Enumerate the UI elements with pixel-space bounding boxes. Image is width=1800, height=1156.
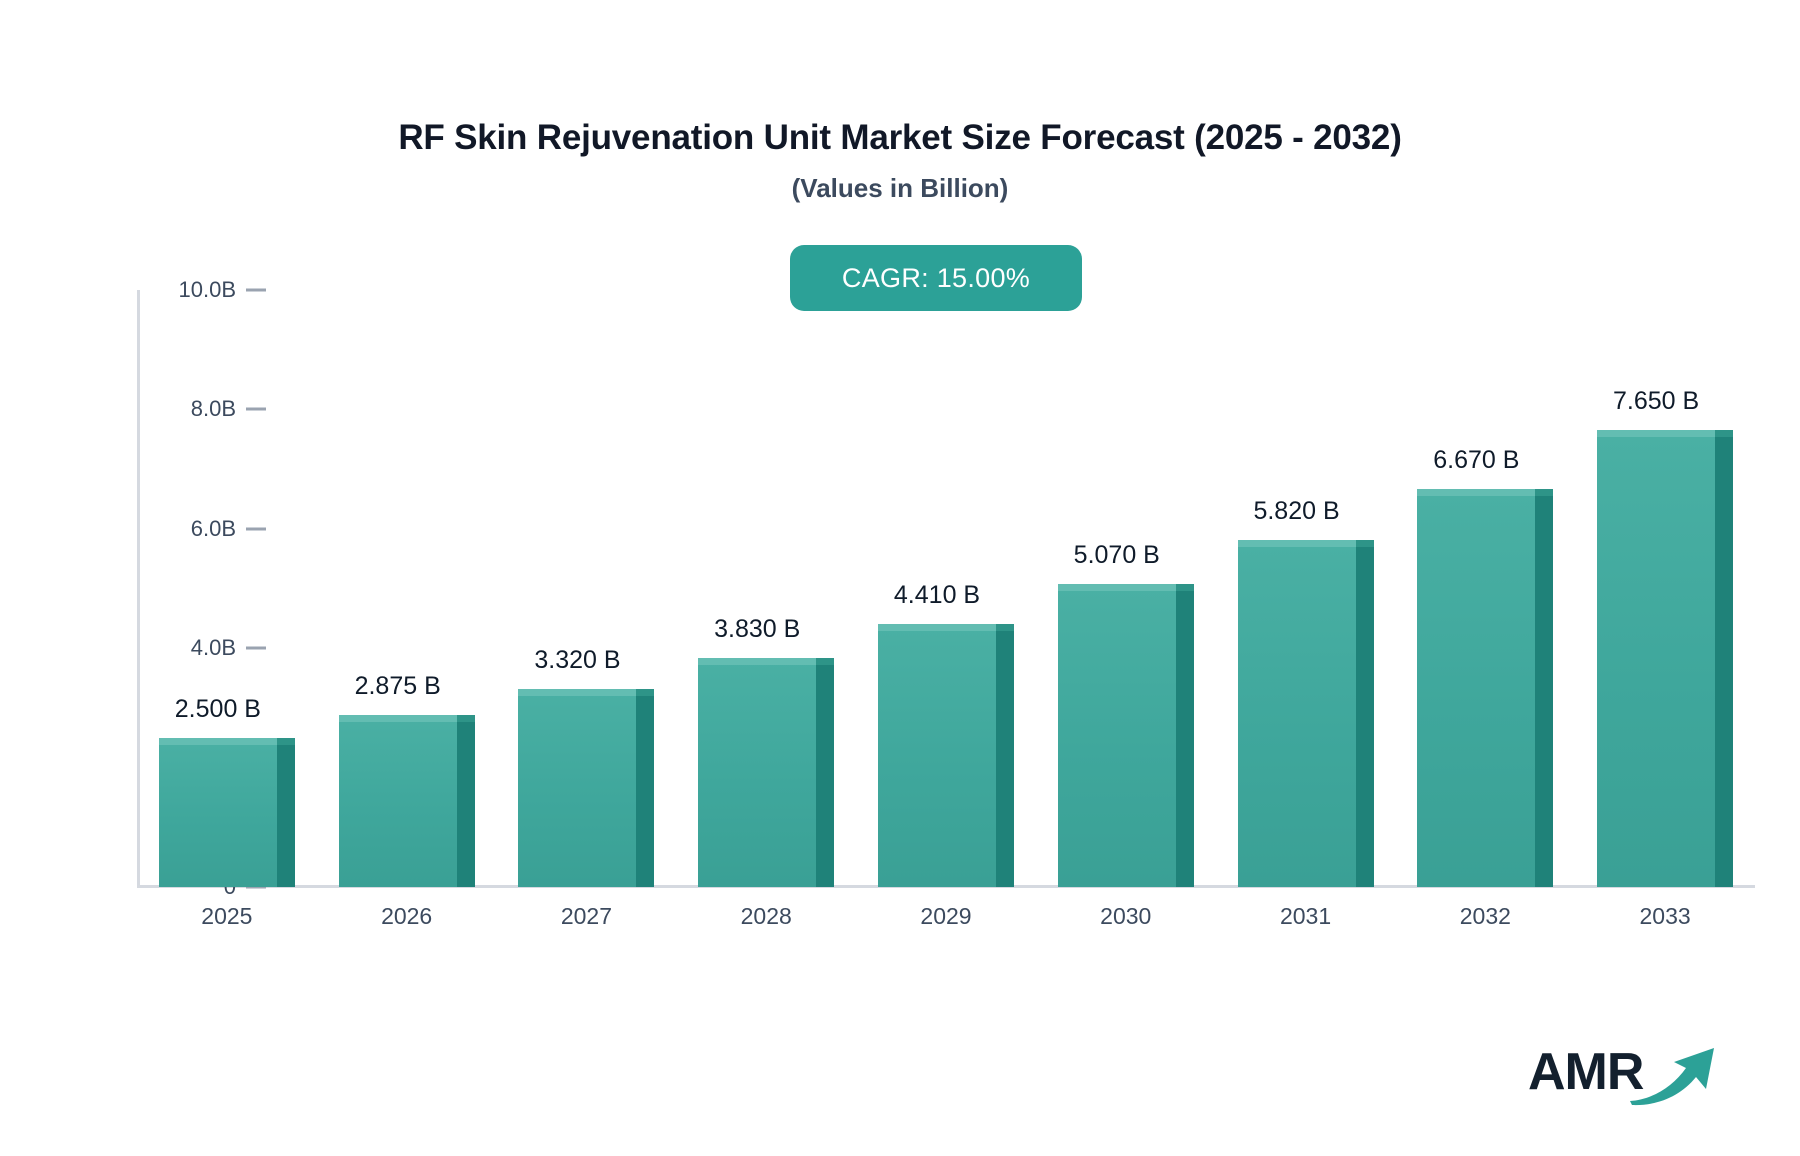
y-axis-tick-mark [246, 288, 266, 292]
x-axis-label: 2025 [201, 903, 253, 929]
growth-arrow-icon [1630, 1048, 1714, 1106]
bar-side-face [1175, 591, 1194, 887]
bar-front-face [1237, 539, 1356, 887]
bar-top-face [158, 737, 277, 745]
bar-front-face [1417, 488, 1536, 887]
x-axis-label: 2029 [920, 903, 972, 929]
bar-side-face [996, 630, 1014, 887]
bar-value-label: 2.875 B [354, 672, 441, 701]
bar-series: 2.500 B 2.875 B 3.320 B 3.830 B 4.410 B 5.070… [137, 290, 1755, 887]
y-axis-tick-label: 8.0B [190, 396, 236, 422]
bar-top-side-face [1715, 430, 1734, 438]
x-axis-label: 2030 [1100, 903, 1152, 929]
bar-value-label: 3.320 B [534, 645, 621, 674]
bar-side-face [636, 695, 655, 887]
y-axis-tick-mark [246, 527, 266, 531]
bar-top-face [878, 623, 996, 631]
bar-side-face [1355, 546, 1374, 887]
bar-side-face [276, 744, 295, 887]
bar-front-face [158, 737, 277, 887]
bar-top-side-face [1355, 539, 1374, 547]
bar-side-face [1715, 437, 1734, 887]
x-axis-label: 2033 [1639, 903, 1691, 929]
bar-value-label: 4.410 B [893, 580, 981, 609]
bar-top-side-face [816, 658, 835, 666]
bar-top-face [698, 658, 817, 666]
bar-top-side-face [1535, 488, 1554, 496]
bar-value-label: 5.820 B [1253, 496, 1340, 525]
bar-top-side-face [1175, 584, 1194, 592]
cagr-badge: CAGR: 15.00% [790, 245, 1082, 311]
x-axis-labels: 2025 2026 2027 2028 2029 2030 2031 2032 2033 [137, 903, 1755, 943]
bar-top-side-face [276, 737, 295, 745]
x-axis-label: 2026 [381, 903, 433, 929]
bar-front-face [1057, 584, 1176, 887]
bar: 5.070 B [1057, 541, 1194, 887]
bar-front-face [518, 688, 637, 887]
bar-value-label: 6.670 B [1433, 445, 1520, 474]
bar-top-face [518, 688, 637, 696]
y-axis-tick-label: 6.0B [190, 515, 236, 541]
bar: 3.830 B [698, 615, 835, 887]
x-axis-label: 2027 [560, 903, 613, 929]
amr-logo: AMR [1528, 1036, 1718, 1112]
bar-value-label: 2.500 B [174, 694, 261, 723]
bar-value-label: 5.070 B [1073, 541, 1160, 570]
bar-top-face [1597, 430, 1716, 438]
bar-top-side-face [456, 715, 475, 723]
x-axis-label: 2031 [1279, 903, 1332, 929]
page-subtitle: (Values in Billion) [791, 173, 1009, 203]
bar: 2.500 B [158, 695, 295, 887]
bar-top-side-face [996, 623, 1014, 631]
bar-value-label: 3.830 B [714, 615, 801, 644]
bar: 2.875 B [338, 672, 475, 887]
x-axis-label: 2032 [1459, 903, 1511, 929]
bar-top-face [1237, 539, 1356, 547]
bar: 5.820 B [1237, 497, 1374, 887]
cagr-badge-label: CAGR: 15.00% [841, 262, 1031, 293]
y-axis-tick-label: 4.0B [190, 635, 236, 661]
bar-front-face [698, 658, 817, 887]
y-axis-tick-mark [246, 885, 266, 889]
bar: 3.320 B [518, 646, 655, 887]
y-axis-tick-label: 10.0B [178, 277, 237, 302]
y-axis-line [137, 290, 140, 887]
bar: 6.670 B [1417, 446, 1554, 887]
y-axis-tick-mark [246, 407, 266, 411]
bar-side-face [816, 665, 835, 887]
y-axis-tick-mark [246, 646, 266, 650]
bar-front-face [338, 715, 457, 887]
bar-side-face [1535, 495, 1554, 887]
bar-top-face [1057, 584, 1176, 592]
bar-side-face [456, 722, 475, 887]
x-axis-label: 2028 [740, 903, 792, 929]
bar-top-face [338, 715, 457, 723]
bar-front-face [878, 623, 996, 887]
bar-top-side-face [636, 688, 655, 696]
amr-logo-text: AMR [1528, 1043, 1644, 1101]
bar: 4.410 B [878, 581, 1014, 887]
page-title: RF Skin Rejuvenation Unit Market Size Fo… [398, 118, 1402, 157]
bar-value-label: 7.650 B [1613, 387, 1700, 416]
bar-front-face [1597, 430, 1716, 887]
bar: 7.650 B [1597, 387, 1734, 887]
bar-top-face [1417, 488, 1536, 496]
